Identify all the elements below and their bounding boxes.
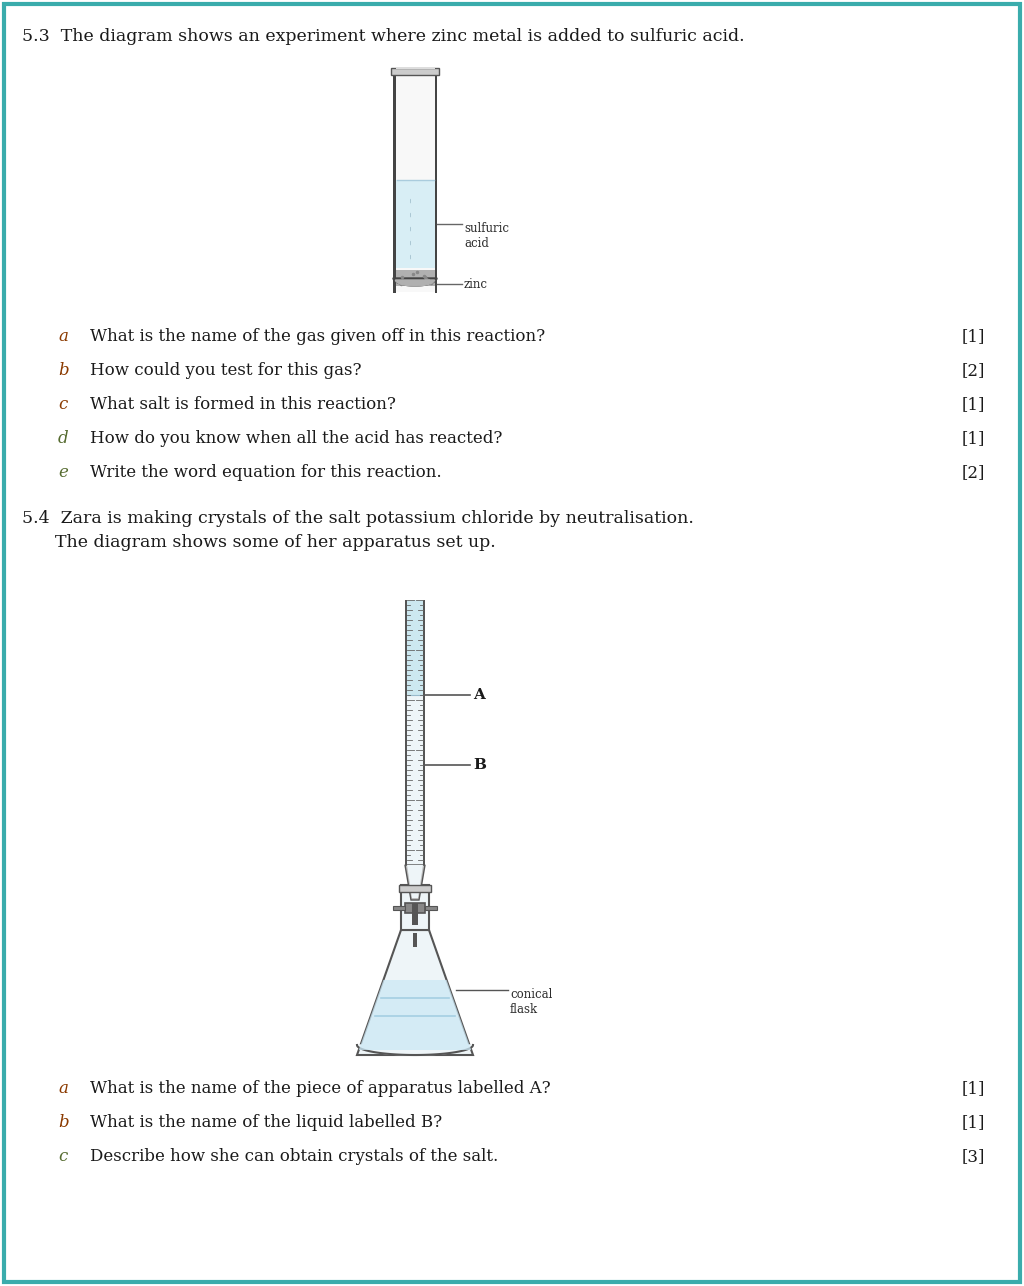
Text: B: B	[473, 757, 486, 772]
Bar	[425, 907, 437, 910]
Bar	[406, 903, 425, 913]
Text: What salt is formed in this reaction?: What salt is formed in this reaction?	[90, 396, 396, 413]
Bar	[413, 934, 417, 946]
Polygon shape	[393, 278, 437, 285]
Text: ~: ~	[408, 253, 414, 258]
Polygon shape	[406, 865, 425, 900]
Text: [1]: [1]	[962, 328, 985, 345]
Bar	[395, 180, 434, 267]
Polygon shape	[358, 980, 471, 1049]
Text: zinc: zinc	[464, 278, 488, 291]
Polygon shape	[357, 1046, 473, 1055]
Text: [1]: [1]	[962, 430, 985, 448]
Text: [1]: [1]	[962, 1114, 985, 1130]
Bar	[393, 68, 395, 293]
Bar	[412, 903, 418, 925]
Text: 5.4  Zara is making crystals of the salt potassium chloride by neutralisation.: 5.4 Zara is making crystals of the salt …	[22, 511, 694, 527]
Text: ~: ~	[408, 225, 414, 231]
Text: a: a	[58, 328, 68, 345]
Text: d: d	[58, 430, 69, 448]
Bar	[395, 270, 434, 285]
Bar	[423, 601, 425, 865]
Text: Write the word equation for this reaction.: Write the word equation for this reactio…	[90, 464, 441, 481]
Text: What is the name of the gas given off in this reaction?: What is the name of the gas given off in…	[90, 328, 545, 345]
Text: [2]: [2]	[962, 361, 985, 379]
Polygon shape	[407, 865, 423, 898]
Text: [1]: [1]	[962, 1080, 985, 1097]
Bar	[407, 601, 423, 694]
Text: conical
flask: conical flask	[510, 988, 552, 1016]
Bar	[395, 68, 434, 292]
Text: ~: ~	[408, 197, 414, 203]
Text: a: a	[58, 1080, 68, 1097]
Text: How could you test for this gas?: How could you test for this gas?	[90, 361, 361, 379]
Polygon shape	[395, 280, 434, 285]
Text: c: c	[58, 396, 68, 413]
Bar	[399, 885, 431, 892]
Polygon shape	[357, 930, 473, 1055]
Text: c: c	[58, 1148, 68, 1165]
Text: ~: ~	[408, 239, 414, 244]
FancyBboxPatch shape	[4, 4, 1020, 1282]
Text: [2]: [2]	[962, 464, 985, 481]
Text: [1]: [1]	[962, 396, 985, 413]
Text: e: e	[58, 464, 68, 481]
Text: 5.3  The diagram shows an experiment where zinc metal is added to sulfuric acid.: 5.3 The diagram shows an experiment wher…	[22, 28, 744, 45]
Bar	[393, 907, 406, 910]
Text: What is the name of the piece of apparatus labelled A?: What is the name of the piece of apparat…	[90, 1080, 551, 1097]
Text: A: A	[473, 688, 485, 702]
Bar	[434, 68, 437, 293]
Bar	[406, 601, 407, 865]
Bar	[407, 601, 423, 865]
Text: The diagram shows some of her apparatus set up.: The diagram shows some of her apparatus …	[22, 534, 496, 550]
Text: [3]: [3]	[962, 1148, 985, 1165]
Text: sulfuric
acid: sulfuric acid	[464, 222, 509, 249]
Text: ~: ~	[408, 211, 414, 217]
Bar	[391, 68, 439, 75]
Text: b: b	[58, 1114, 69, 1130]
Text: Describe how she can obtain crystals of the salt.: Describe how she can obtain crystals of …	[90, 1148, 499, 1165]
Text: How do you know when all the acid has reacted?: How do you know when all the acid has re…	[90, 430, 503, 448]
Bar	[401, 885, 429, 930]
Text: What is the name of the liquid labelled B?: What is the name of the liquid labelled …	[90, 1114, 442, 1130]
Text: b: b	[58, 361, 69, 379]
